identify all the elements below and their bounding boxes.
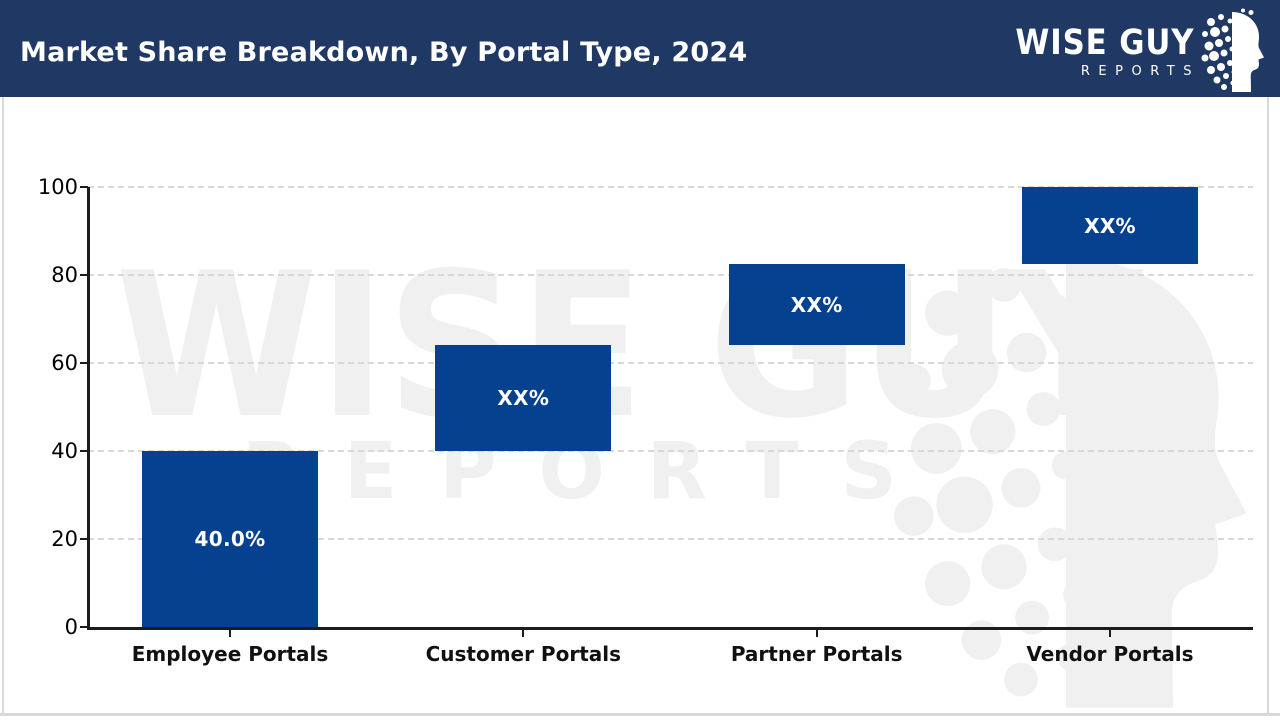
x-tick-label-employee-portals: Employee Portals bbox=[131, 642, 329, 666]
gridline-80 bbox=[88, 274, 1253, 276]
y-tick-100 bbox=[80, 186, 88, 188]
bar-partner-portals: XX% bbox=[728, 264, 905, 346]
y-tick-20 bbox=[80, 538, 88, 540]
page-title: Market Share Breakdown, By Portal Type, … bbox=[20, 37, 748, 68]
plot-area: 0 20 40 60 80 100 40.0% Employee Portals XX% Cust… bbox=[0, 97, 1280, 713]
y-tick-60 bbox=[80, 362, 88, 364]
gridline-60 bbox=[88, 362, 1253, 364]
y-tick-label-40: 40 bbox=[51, 439, 78, 463]
dotted-face-icon bbox=[1201, 8, 1264, 92]
bar-value-label: XX% bbox=[1084, 213, 1136, 238]
x-tick-label-partner-portals: Partner Portals bbox=[730, 642, 903, 666]
watermark-face-icon bbox=[894, 256, 1247, 708]
bar-value-label: XX% bbox=[790, 292, 843, 317]
x-tick-vendor-portals bbox=[1109, 629, 1111, 637]
brand-name: WISE GUY bbox=[1014, 23, 1194, 63]
bar-vendor-portals: XX% bbox=[1022, 187, 1198, 264]
y-tick-label-20: 20 bbox=[51, 527, 78, 551]
frame-right-border bbox=[1267, 97, 1269, 713]
y-tick-label-100: 100 bbox=[37, 175, 78, 199]
bar-employee-portals: 40.0% bbox=[142, 451, 318, 627]
gridline-20 bbox=[88, 538, 1253, 540]
frame-left-border bbox=[2, 97, 4, 713]
x-axis bbox=[87, 627, 1253, 630]
y-tick-label-80: 80 bbox=[51, 263, 78, 287]
chart-canvas: WISE GUY REPORTS 0 20 40 60 80 100 40.0% Employ… bbox=[0, 97, 1280, 713]
bar-value-label: XX% bbox=[497, 386, 550, 411]
x-tick-label-vendor-portals: Vendor Portals bbox=[1026, 642, 1194, 666]
y-tick-label-60: 60 bbox=[51, 351, 78, 375]
x-tick-customer-portals bbox=[522, 629, 525, 637]
header-banner: Market Share Breakdown, By Portal Type, … bbox=[0, 0, 1280, 97]
y-tick-label-0: 0 bbox=[64, 615, 78, 639]
brand-logo-text: WISE GUY REPORTS bbox=[991, 23, 1194, 80]
gridline-100 bbox=[88, 186, 1253, 188]
bar-value-label: 40.0% bbox=[194, 527, 266, 551]
y-tick-0 bbox=[80, 626, 88, 628]
bar-customer-portals: XX% bbox=[435, 345, 612, 451]
frame-bottom-border bbox=[0, 713, 1280, 716]
x-tick-employee-portals bbox=[229, 629, 231, 637]
x-tick-partner-portals bbox=[815, 629, 818, 637]
gridline-40 bbox=[88, 450, 1253, 452]
brand-logo: WISE GUY REPORTS bbox=[1015, 4, 1272, 94]
y-tick-80 bbox=[80, 274, 88, 276]
brand-subname: REPORTS bbox=[1080, 64, 1200, 79]
y-tick-40 bbox=[80, 450, 88, 452]
y-axis bbox=[87, 187, 90, 629]
x-tick-label-customer-portals: Customer Portals bbox=[425, 642, 622, 666]
